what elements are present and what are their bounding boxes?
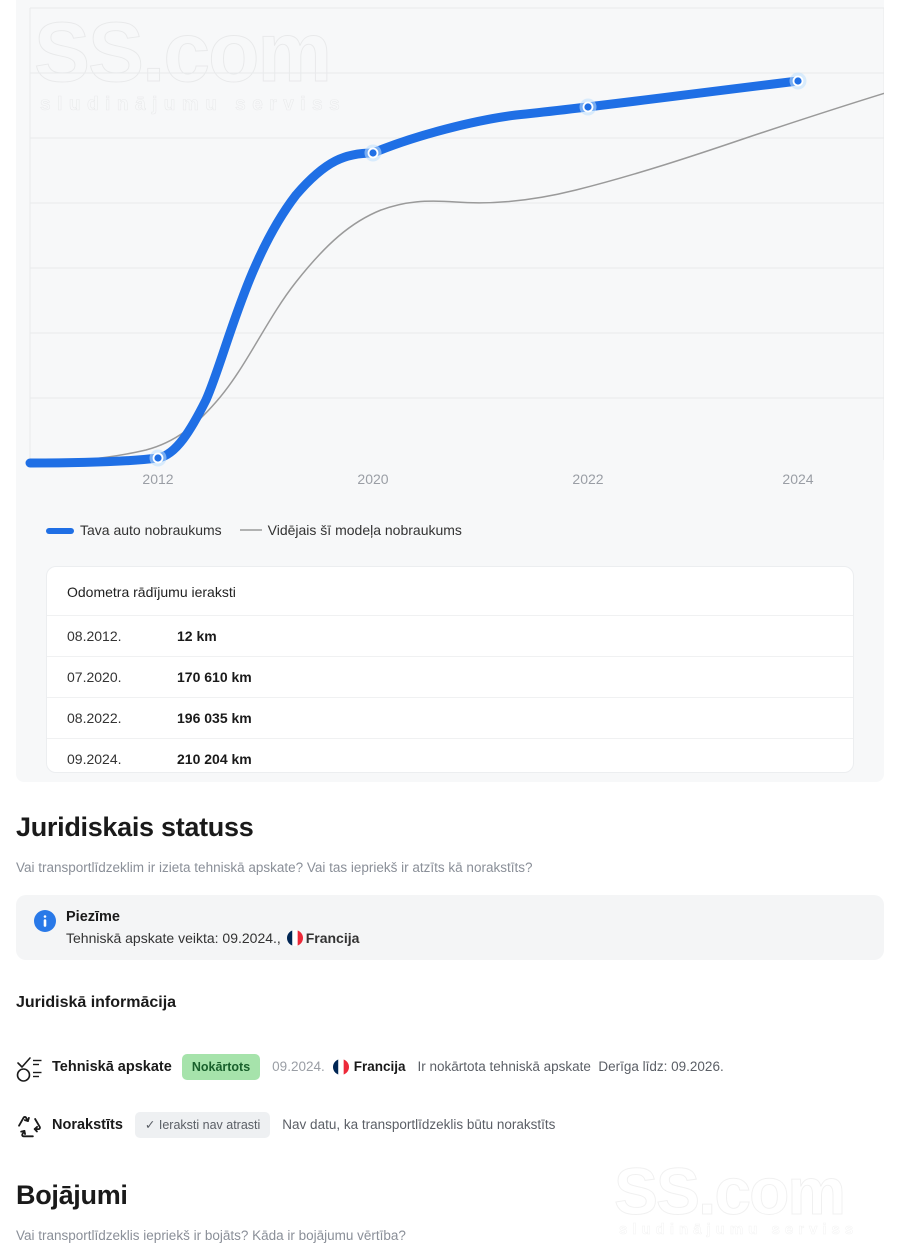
svg-text:2012: 2012 (142, 471, 173, 487)
svg-text:2022: 2022 (572, 471, 603, 487)
svg-text:2020: 2020 (357, 471, 388, 487)
svg-text:2024: 2024 (782, 471, 813, 487)
